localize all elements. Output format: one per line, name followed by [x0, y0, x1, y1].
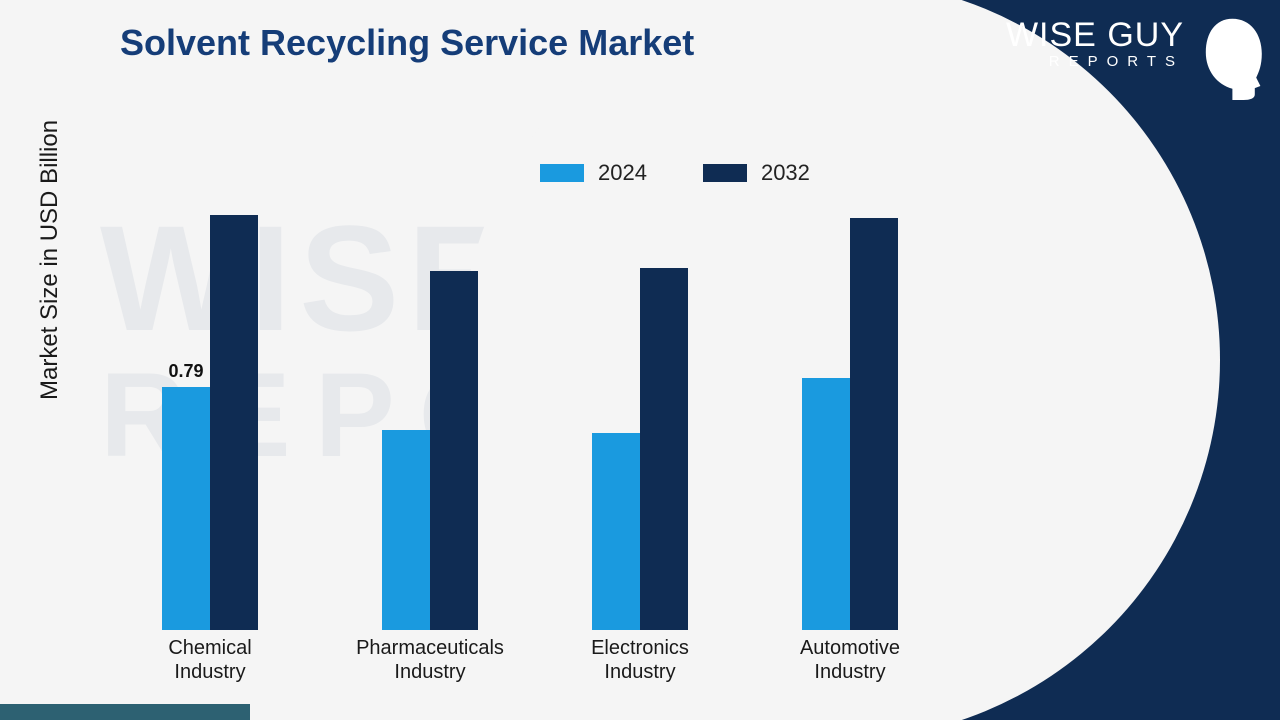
- bar-value-label: 0.79: [162, 361, 210, 382]
- chart-canvas: WISE GUY REPORTS WISE GUY REPORTS Solven…: [0, 0, 1280, 720]
- bar-group: [370, 271, 490, 630]
- legend-item-2032: 2032: [703, 160, 810, 186]
- bar-series-a: 0.79: [162, 387, 210, 630]
- brand-head-icon: [1196, 16, 1266, 100]
- x-axis-category: AutomotiveIndustry: [750, 636, 950, 684]
- legend-label-a: 2024: [598, 160, 647, 186]
- footer-accent-bar: [0, 704, 250, 720]
- x-axis-category: ChemicalIndustry: [110, 636, 310, 684]
- bar-series-b: [850, 218, 898, 630]
- bar-series-b: [640, 268, 688, 630]
- brand-sub: REPORTS: [1006, 54, 1184, 69]
- bar-series-a: [802, 378, 850, 630]
- plot-area: 0.79: [110, 200, 930, 630]
- legend-swatch-b: [703, 164, 747, 182]
- x-axis-category: PharmaceuticalsIndustry: [330, 636, 530, 684]
- x-axis-category: ElectronicsIndustry: [540, 636, 740, 684]
- chart-title: Solvent Recycling Service Market: [120, 22, 694, 64]
- brand-logo-text: WISE GUY REPORTS: [1006, 18, 1184, 69]
- bar-series-a: [592, 433, 640, 630]
- bar-series-b: [210, 215, 258, 630]
- chart-legend: 2024 2032: [540, 160, 810, 186]
- right-brand-panel: [960, 0, 1280, 720]
- x-axis-labels: ChemicalIndustry PharmaceuticalsIndustryE…: [110, 636, 930, 696]
- legend-swatch-a: [540, 164, 584, 182]
- y-axis-label: Market Size in USD Billion: [36, 120, 64, 400]
- bar-group: [790, 218, 910, 630]
- bar-group: 0.79: [150, 215, 270, 630]
- brand-word2: GUY: [1107, 16, 1184, 54]
- legend-label-b: 2032: [761, 160, 810, 186]
- bar-group: [580, 268, 700, 630]
- legend-item-2024: 2024: [540, 160, 647, 186]
- brand-word1: WISE: [1006, 16, 1097, 54]
- bar-series-a: [382, 430, 430, 630]
- bar-series-b: [430, 271, 478, 630]
